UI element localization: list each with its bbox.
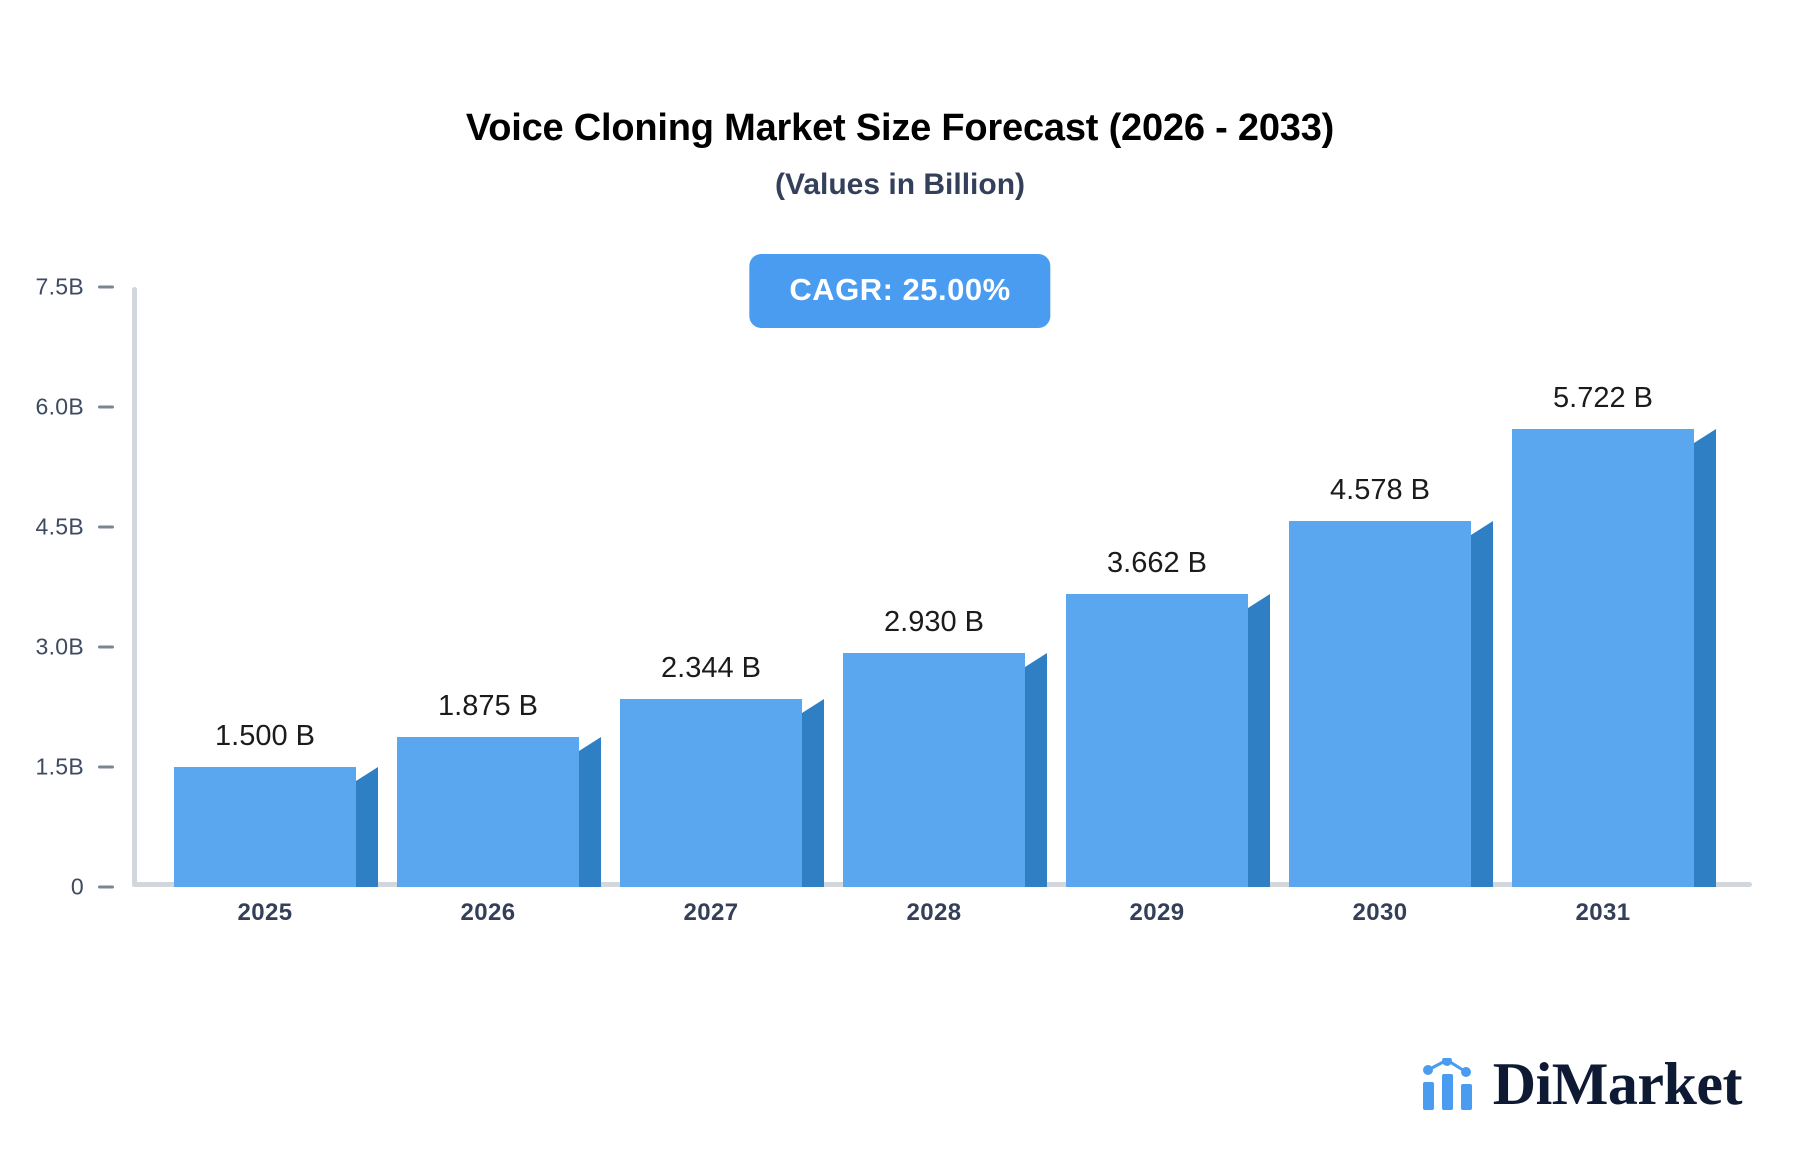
bar-side-face: [1694, 429, 1716, 887]
logo-wordmark: DiMarket: [1492, 1051, 1743, 1117]
bar[interactable]: 2.930 B: [843, 606, 1047, 887]
bar-front-face: [174, 767, 356, 887]
bar-group: 1.875 B 2026: [397, 287, 601, 926]
y-axis-tick: 0: [71, 874, 132, 901]
bar[interactable]: 4.578 B: [1289, 474, 1493, 887]
bar-side-face: [802, 699, 824, 887]
x-axis-tick-label: 2027: [683, 899, 739, 926]
bar[interactable]: 3.662 B: [1066, 547, 1270, 887]
bar-front-face: [843, 653, 1025, 887]
y-axis-tick-mark-icon: [98, 885, 114, 889]
bar-value-label: 3.662 B: [1107, 547, 1207, 579]
y-axis-tick: 7.5B: [35, 274, 132, 301]
bar-side-face: [1248, 594, 1270, 887]
x-axis-tick-label: 2025: [237, 899, 293, 926]
bar-side-face: [579, 737, 601, 887]
bar-value-label: 2.930 B: [884, 606, 984, 638]
y-axis-tick: 3.0B: [35, 634, 132, 661]
y-axis-tick-label: 4.5B: [35, 513, 84, 540]
bar-front-face: [1289, 521, 1471, 887]
bar-side-face: [1471, 521, 1493, 887]
y-axis-tick-mark-icon: [98, 525, 114, 529]
y-axis-tick: 4.5B: [35, 514, 132, 541]
chart-subtitle: (Values in Billion): [774, 167, 1026, 201]
y-axis-tick-mark-icon: [98, 405, 114, 409]
bar-group: 3.662 B 2029: [1066, 287, 1270, 926]
bar[interactable]: 1.500 B: [174, 720, 378, 887]
bar-group: 5.722 B 2031: [1512, 287, 1716, 926]
bar-front-face: [1066, 594, 1248, 887]
y-axis-tick: 1.5B: [35, 754, 132, 781]
chart-header: Voice Cloning Market Size Forecast (2026…: [0, 107, 1800, 201]
bar[interactable]: 2.344 B: [620, 652, 824, 887]
x-axis-tick-label: 2029: [1129, 899, 1185, 926]
bar-value-label: 5.722 B: [1553, 382, 1653, 414]
dimarket-logo: DiMarket: [1421, 1051, 1743, 1117]
bar-front-face: [620, 699, 802, 887]
x-axis-tick-label: 2031: [1575, 899, 1631, 926]
y-axis-tick-label: 7.5B: [35, 273, 84, 300]
bar[interactable]: 1.875 B: [397, 690, 601, 887]
bar-group: 2.344 B 2027: [620, 287, 824, 926]
bar-series: 1.500 B 2025 1.875 B 2026 2.344 B 202: [132, 287, 1752, 926]
bar-front-face: [1512, 429, 1694, 887]
bar[interactable]: 5.722 B: [1512, 382, 1716, 887]
bar-value-label: 1.500 B: [215, 720, 315, 752]
bar-front-face: [397, 737, 579, 887]
y-axis-line: [132, 287, 137, 887]
y-axis-tick-label: 0: [70, 873, 84, 900]
bar-value-label: 2.344 B: [661, 652, 761, 684]
plot-area: 7.5B 6.0B 4.5B 3.0B 1.5B 0: [35, 274, 1752, 926]
y-axis-tick-label: 3.0B: [35, 633, 84, 660]
y-axis-tick-label: 6.0B: [35, 393, 84, 420]
bar-side-face: [1025, 653, 1047, 887]
bar-group: 2.930 B 2028: [843, 287, 1047, 926]
bar-value-label: 1.875 B: [438, 690, 538, 722]
y-axis-tick-mark-icon: [98, 645, 114, 649]
y-axis-tick-mark-icon: [98, 765, 114, 769]
chart-title: Voice Cloning Market Size Forecast (2026…: [465, 107, 1335, 149]
y-axis-tick: 6.0B: [35, 394, 132, 421]
cagr-badge: CAGR: 25.00%: [749, 254, 1051, 328]
y-axis-tick-label: 1.5B: [35, 753, 84, 780]
bar-group: 1.500 B 2025: [174, 287, 378, 926]
x-axis-tick-label: 2030: [1352, 899, 1408, 926]
bar-group: 4.578 B 2030: [1289, 287, 1493, 926]
x-axis-tick-label: 2028: [906, 899, 962, 926]
x-axis-tick-label: 2026: [460, 899, 516, 926]
y-axis-tick-mark-icon: [98, 285, 114, 289]
bar-side-face: [356, 767, 378, 887]
bar-chart-icon: [1422, 1058, 1472, 1110]
bar-value-label: 4.578 B: [1330, 474, 1430, 506]
